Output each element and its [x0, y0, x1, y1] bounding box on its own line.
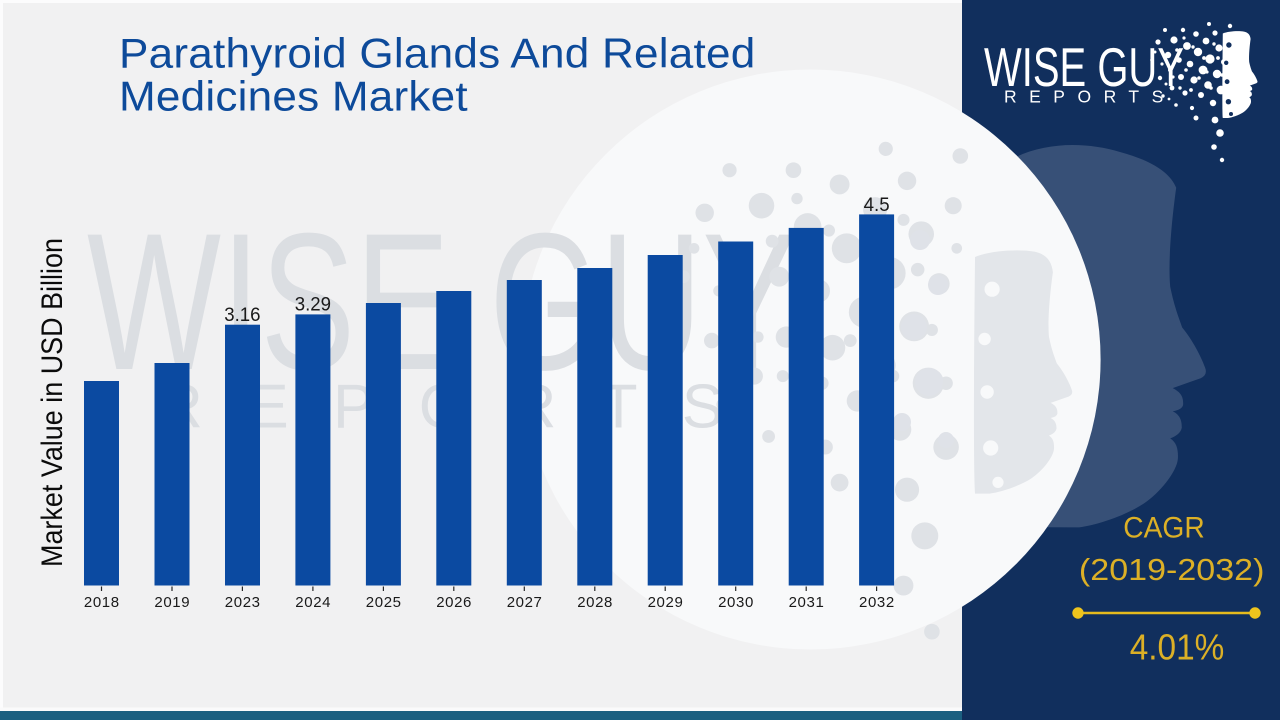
svg-text:2028: 2028	[577, 594, 612, 611]
svg-text:2018: 2018	[84, 594, 119, 611]
svg-text:4.5: 4.5	[864, 194, 890, 216]
svg-text:2023: 2023	[225, 594, 260, 611]
svg-text:(2019-2032): (2019-2032)	[1079, 552, 1265, 587]
svg-text:2032: 2032	[859, 594, 894, 611]
svg-text:3.16: 3.16	[224, 304, 260, 326]
svg-text:3.29: 3.29	[295, 294, 331, 316]
svg-text:Medicines Market: Medicines Market	[119, 73, 468, 120]
svg-text:2030: 2030	[718, 594, 753, 611]
svg-text:2026: 2026	[436, 594, 471, 611]
svg-text:2019: 2019	[154, 594, 189, 611]
svg-text:2025: 2025	[366, 594, 401, 611]
svg-text:Parathyroid Glands And Related: Parathyroid Glands And Related	[119, 30, 755, 77]
svg-text:4.01%: 4.01%	[1130, 627, 1225, 668]
svg-text:CAGR: CAGR	[1123, 512, 1205, 545]
svg-text:Market Value in USD Billion: Market Value in USD Billion	[36, 238, 69, 567]
svg-text:2024: 2024	[295, 594, 330, 611]
svg-text:2027: 2027	[507, 594, 542, 611]
svg-text:2031: 2031	[789, 594, 824, 611]
svg-text:2029: 2029	[648, 594, 683, 611]
